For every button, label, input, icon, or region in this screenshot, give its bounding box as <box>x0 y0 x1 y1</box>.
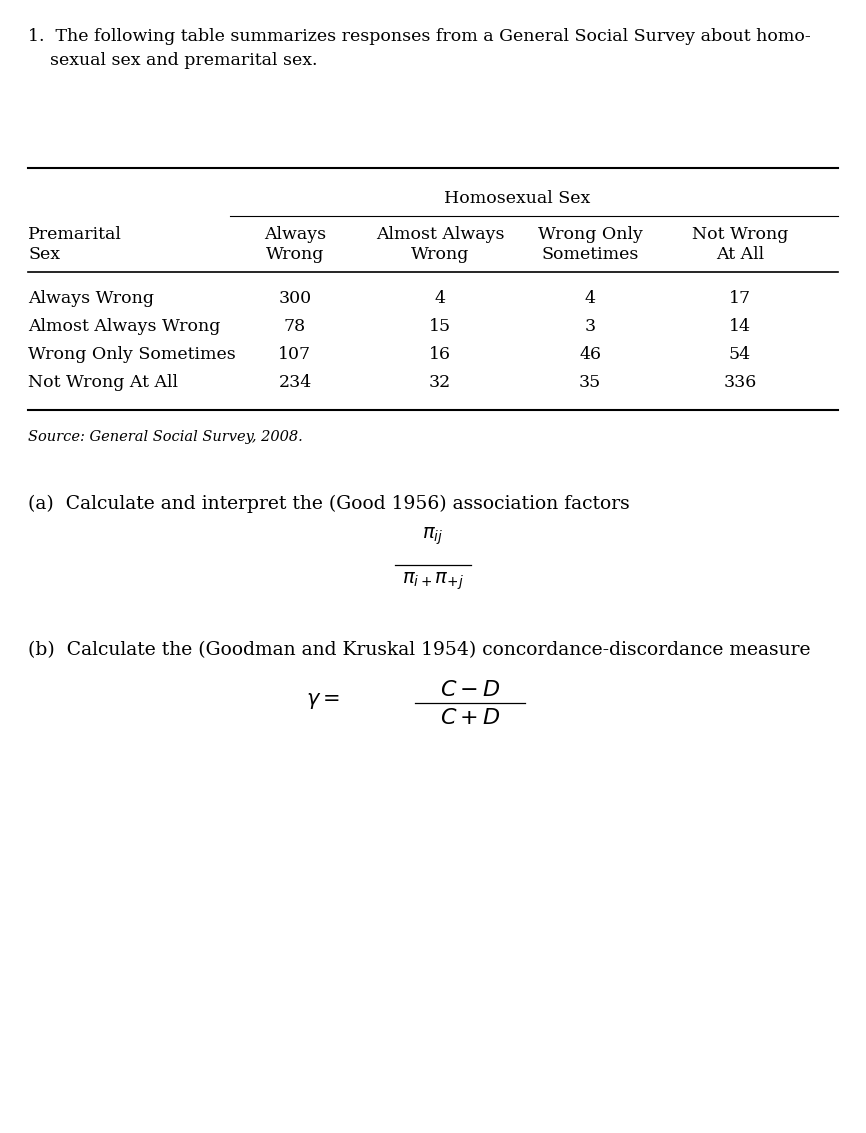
Text: 336: 336 <box>723 374 757 391</box>
Text: (b)  Calculate the (Goodman and Kruskal 1954) concordance-discordance measure: (b) Calculate the (Goodman and Kruskal 1… <box>28 641 811 659</box>
Text: Always Wrong: Always Wrong <box>28 290 154 307</box>
Text: 78: 78 <box>284 318 306 335</box>
Text: Sex: Sex <box>28 246 60 263</box>
Text: 15: 15 <box>429 318 451 335</box>
Text: $\gamma =$: $\gamma =$ <box>307 691 340 712</box>
Text: Not Wrong At All: Not Wrong At All <box>28 374 178 391</box>
Text: Always: Always <box>264 225 326 242</box>
Text: 1.  The following table summarizes responses from a General Social Survey about : 1. The following table summarizes respon… <box>28 28 811 45</box>
Text: 234: 234 <box>278 374 312 391</box>
Text: 32: 32 <box>429 374 451 391</box>
Text: Not Wrong: Not Wrong <box>692 225 788 242</box>
Text: 46: 46 <box>579 346 601 363</box>
Text: Homosexual Sex: Homosexual Sex <box>444 190 591 207</box>
Text: 16: 16 <box>429 346 451 363</box>
Text: 3: 3 <box>585 318 596 335</box>
Text: 35: 35 <box>578 374 601 391</box>
Text: At All: At All <box>716 246 764 263</box>
Text: Almost Always: Almost Always <box>376 225 504 242</box>
Text: (a)  Calculate and interpret the (Good 1956) association factors: (a) Calculate and interpret the (Good 19… <box>28 495 630 513</box>
Text: Sometimes: Sometimes <box>541 246 639 263</box>
Text: 300: 300 <box>279 290 312 307</box>
Text: Wrong Only Sometimes: Wrong Only Sometimes <box>28 346 236 363</box>
Text: $C - D$: $C - D$ <box>440 679 501 701</box>
Text: 14: 14 <box>729 318 751 335</box>
Text: Wrong: Wrong <box>410 246 469 263</box>
Text: $\pi_{ij}$: $\pi_{ij}$ <box>423 526 443 547</box>
Text: $\pi_{i+}\pi_{+j}$: $\pi_{i+}\pi_{+j}$ <box>402 571 464 593</box>
Text: Wrong Only: Wrong Only <box>538 225 643 242</box>
Text: $C + D$: $C + D$ <box>440 707 501 729</box>
Text: 4: 4 <box>585 290 596 307</box>
Text: 17: 17 <box>729 290 751 307</box>
Text: 107: 107 <box>279 346 312 363</box>
Text: 4: 4 <box>435 290 445 307</box>
Text: Premarital: Premarital <box>28 225 122 242</box>
Text: 54: 54 <box>729 346 751 363</box>
Text: Source: General Social Survey, 2008.: Source: General Social Survey, 2008. <box>28 431 303 444</box>
Text: Wrong: Wrong <box>266 246 324 263</box>
Text: Almost Always Wrong: Almost Always Wrong <box>28 318 220 335</box>
Text: sexual sex and premarital sex.: sexual sex and premarital sex. <box>28 52 318 69</box>
